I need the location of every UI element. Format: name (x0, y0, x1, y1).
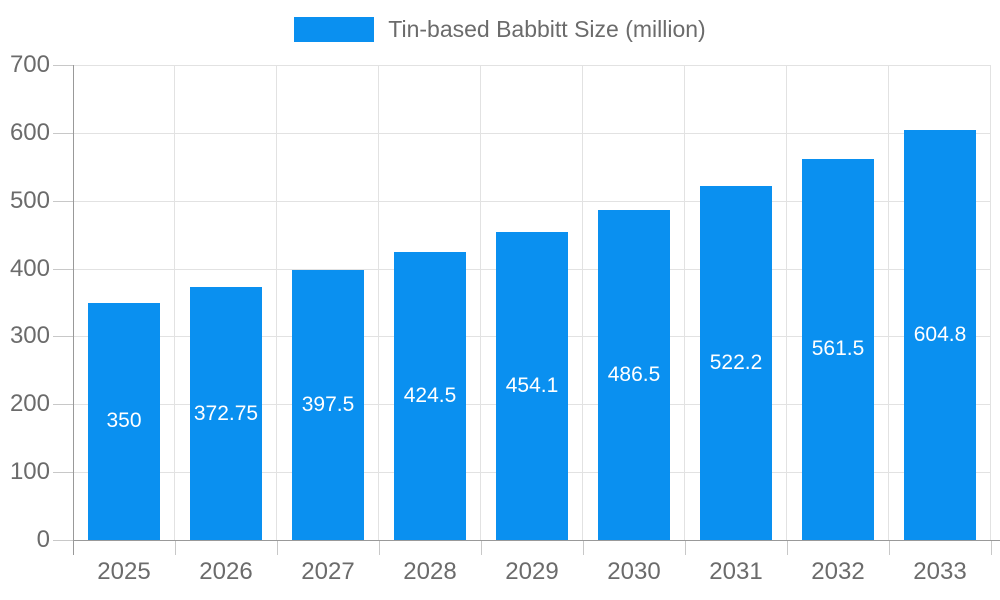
y-tick-label: 100 (9, 458, 50, 486)
y-axis-tick (53, 65, 73, 66)
x-axis-tick (175, 540, 176, 555)
x-axis-tick (685, 540, 686, 555)
y-axis-tick (53, 200, 73, 202)
x-tick-label: 2031 (709, 558, 763, 585)
x-axis-tick (481, 540, 482, 555)
gridline-horizontal (73, 200, 991, 202)
y-tick-label: 500 (9, 186, 50, 214)
x-tick-label: 2030 (607, 558, 661, 585)
x-tick-label: 2032 (811, 558, 865, 585)
x-axis-tick (583, 540, 584, 555)
gridline-vertical (480, 65, 481, 540)
y-tick-label: 600 (9, 118, 50, 146)
y-axis-tick (53, 268, 73, 270)
y-axis-tick (53, 336, 73, 338)
x-tick-label: 2026 (199, 558, 253, 585)
y-tick-label: 200 (9, 390, 50, 418)
gridline-vertical (276, 65, 277, 540)
y-axis-tick (53, 472, 73, 474)
x-tick-label: 2033 (913, 558, 967, 585)
legend-swatch (294, 17, 375, 42)
y-axis-tick (53, 132, 73, 134)
gridline-vertical (990, 65, 991, 540)
y-tick-label: 0 (36, 526, 50, 553)
bar-2033[interactable] (904, 129, 976, 540)
gridline-horizontal (73, 132, 991, 134)
bar-2029[interactable] (496, 231, 568, 540)
y-axis-tick (53, 540, 73, 541)
x-axis-tick (277, 540, 278, 555)
x-tick-label: 2027 (301, 558, 355, 585)
y-tick-label: 400 (9, 254, 50, 282)
bar-2030[interactable] (598, 209, 670, 540)
gridline-horizontal (73, 65, 991, 66)
bar-2032[interactable] (802, 158, 874, 540)
bar-2028[interactable] (394, 251, 466, 540)
x-axis-tick (379, 540, 380, 555)
gridline-vertical (888, 65, 889, 540)
legend-label: Tin-based Babbitt Size (million) (388, 16, 706, 42)
y-tick-label: 700 (9, 51, 50, 78)
bar-2025[interactable] (88, 302, 160, 540)
bar-2031[interactable] (700, 185, 772, 540)
y-axis-tick (53, 404, 73, 406)
x-tick-label: 2025 (97, 558, 151, 585)
x-axis-tick (991, 540, 992, 555)
legend-item[interactable]: Tin-based Babbitt Size (million) (0, 16, 1000, 43)
x-tick-label: 2028 (403, 558, 457, 585)
x-axis-line (73, 540, 1000, 541)
plot-area: 0 100 200 300 400 500 600 700 350 2025 372.75 2026 3… (10, 52, 1000, 585)
x-axis-tick (889, 540, 890, 555)
bar-2026[interactable] (190, 287, 262, 540)
gridline-vertical (174, 65, 175, 540)
gridline-vertical (378, 65, 379, 540)
y-tick-label: 300 (9, 322, 50, 350)
x-axis-tick (787, 540, 788, 555)
bar-2027[interactable] (292, 270, 364, 540)
y-axis-line (73, 65, 74, 555)
x-tick-label: 2029 (505, 558, 559, 585)
gridline-vertical (582, 65, 583, 540)
gridline-vertical (684, 65, 685, 540)
gridline-vertical (786, 65, 787, 540)
